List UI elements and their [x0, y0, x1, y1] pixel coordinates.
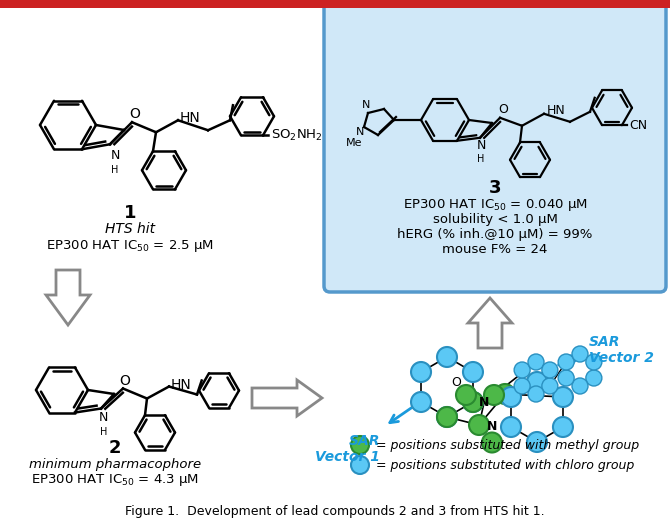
Circle shape — [437, 407, 457, 427]
Bar — [0, 0, 670, 8]
Circle shape — [514, 362, 530, 378]
Circle shape — [437, 407, 457, 427]
Circle shape — [411, 362, 431, 382]
Circle shape — [572, 378, 588, 394]
Circle shape — [484, 385, 504, 405]
Text: 2: 2 — [109, 439, 121, 457]
Text: H: H — [100, 427, 107, 437]
Text: N: N — [356, 127, 364, 137]
Text: N: N — [476, 139, 486, 152]
Circle shape — [411, 392, 431, 412]
Text: H: H — [111, 165, 119, 175]
Text: HN: HN — [180, 111, 201, 125]
Text: = positions substituted with methyl group: = positions substituted with methyl grou… — [376, 438, 639, 452]
Circle shape — [542, 378, 558, 394]
Circle shape — [553, 417, 573, 437]
Circle shape — [463, 392, 483, 412]
Polygon shape — [252, 380, 322, 416]
Text: Me: Me — [346, 138, 362, 148]
Circle shape — [527, 372, 547, 392]
Text: minimum pharmacophore: minimum pharmacophore — [29, 458, 201, 471]
Text: EP300 HAT IC$_{50}$ = 2.5 μM: EP300 HAT IC$_{50}$ = 2.5 μM — [46, 238, 214, 254]
Circle shape — [586, 370, 602, 386]
Text: O: O — [451, 376, 461, 389]
Text: N: N — [487, 420, 497, 433]
Circle shape — [542, 362, 558, 378]
Text: N: N — [362, 100, 371, 110]
Text: EP300 HAT IC$_{50}$ = 4.3 μM: EP300 HAT IC$_{50}$ = 4.3 μM — [31, 472, 199, 488]
Text: HN: HN — [547, 104, 565, 117]
Text: CN: CN — [629, 119, 647, 131]
Text: hERG (% inh.@10 μM) = 99%: hERG (% inh.@10 μM) = 99% — [397, 228, 593, 241]
Text: EP300 HAT IC$_{50}$ = 0.040 μM: EP300 HAT IC$_{50}$ = 0.040 μM — [403, 197, 588, 213]
Text: solubility < 1.0 μM: solubility < 1.0 μM — [433, 213, 557, 226]
Circle shape — [527, 432, 547, 452]
Text: N: N — [98, 411, 108, 424]
Circle shape — [351, 456, 369, 474]
Circle shape — [558, 370, 574, 386]
Circle shape — [495, 384, 515, 404]
Text: N: N — [479, 396, 489, 410]
Polygon shape — [468, 298, 512, 348]
Circle shape — [528, 386, 544, 402]
Text: O: O — [129, 107, 141, 121]
Circle shape — [463, 362, 483, 382]
Circle shape — [558, 354, 574, 370]
Circle shape — [501, 417, 521, 437]
Text: O: O — [119, 374, 131, 387]
Text: SAR
Vector 2: SAR Vector 2 — [589, 335, 654, 365]
Text: mouse F% = 24: mouse F% = 24 — [442, 243, 547, 256]
Text: N: N — [111, 148, 120, 162]
Text: 3: 3 — [488, 179, 501, 197]
Circle shape — [514, 378, 530, 394]
Circle shape — [437, 347, 457, 367]
Text: 1: 1 — [124, 204, 136, 222]
Text: SO$_2$NH$_2$: SO$_2$NH$_2$ — [271, 128, 323, 143]
Circle shape — [572, 346, 588, 362]
Circle shape — [482, 432, 502, 453]
Circle shape — [351, 436, 369, 454]
Polygon shape — [46, 270, 90, 325]
Circle shape — [463, 392, 483, 412]
Text: O: O — [498, 103, 508, 116]
Circle shape — [528, 354, 544, 370]
Text: H: H — [477, 154, 484, 164]
Circle shape — [469, 415, 489, 435]
Circle shape — [586, 354, 602, 370]
FancyBboxPatch shape — [324, 2, 666, 292]
Circle shape — [553, 387, 573, 407]
Text: HTS hit: HTS hit — [105, 222, 155, 236]
Text: HN: HN — [171, 377, 192, 392]
Circle shape — [456, 385, 476, 405]
Text: = positions substituted with chloro group: = positions substituted with chloro grou… — [376, 458, 634, 472]
Text: Figure 1.  Development of lead compounds 2 and 3 from HTS hit 1.: Figure 1. Development of lead compounds … — [125, 506, 545, 518]
Text: SAR
Vector 1: SAR Vector 1 — [315, 434, 380, 464]
Circle shape — [501, 387, 521, 407]
